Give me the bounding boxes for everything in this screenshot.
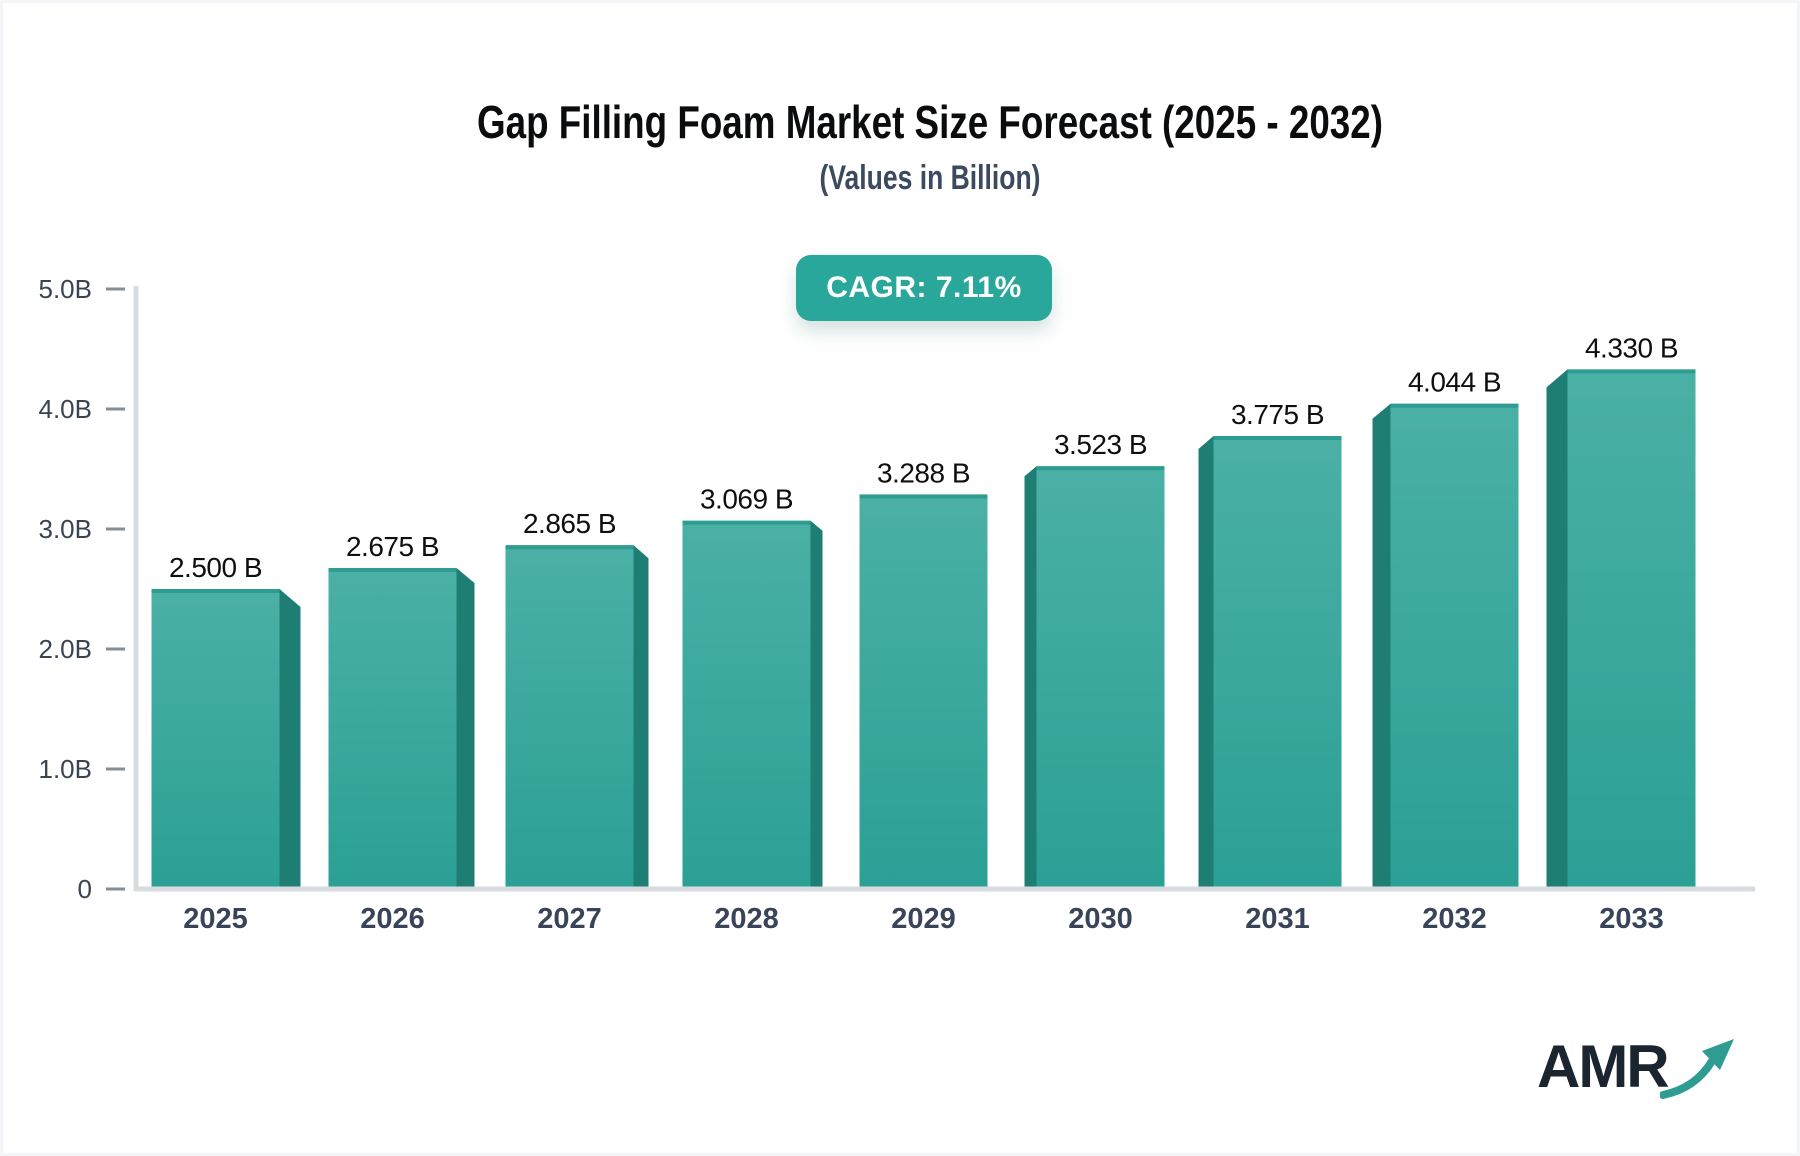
y-tick-label: 2.0B xyxy=(39,634,93,664)
bar-value-label: 4.044 B xyxy=(1408,367,1501,398)
amr-logo: AMR xyxy=(1537,1037,1742,1101)
bar-top-edge xyxy=(328,568,457,572)
bar-group-2031: 3.775 B xyxy=(1198,399,1342,888)
bar-front-face xyxy=(505,545,634,888)
bar-value-label: 3.523 B xyxy=(1054,429,1147,460)
bar-front-face xyxy=(151,589,280,888)
x-tick-label: 2026 xyxy=(360,903,425,935)
x-tick-label: 2033 xyxy=(1599,903,1664,935)
bar-value-label: 3.288 B xyxy=(877,457,970,488)
x-tick-label: 2025 xyxy=(183,903,248,935)
chart-header: Gap Filling Foam Market Size Forecast (2… xyxy=(33,95,1797,198)
bar-front-face xyxy=(1036,466,1165,888)
x-tick-label: 2031 xyxy=(1245,903,1310,935)
bar-value-label: 2.500 B xyxy=(169,552,262,583)
bar-top-edge xyxy=(682,520,811,525)
x-tick-label: 2030 xyxy=(1068,903,1133,935)
bar-top-edge xyxy=(1567,369,1696,374)
bar-front-face xyxy=(328,568,457,888)
bar-value-label: 3.775 B xyxy=(1231,399,1324,430)
bar-group-2033: 4.330 B xyxy=(1546,332,1696,888)
bar-front-face xyxy=(1390,403,1519,888)
cagr-badge-row: CAGR: 7.11% xyxy=(27,255,1797,321)
bar-side-face xyxy=(810,520,823,888)
bar-front-face xyxy=(1567,369,1696,888)
bar-top-edge xyxy=(1213,436,1342,440)
bar-top-edge xyxy=(1390,403,1519,408)
bar-group-2028: 3.069 B xyxy=(682,484,823,888)
bar-front-face xyxy=(859,494,988,888)
bar-top-edge xyxy=(859,494,988,499)
bar-group-2027: 2.865 B xyxy=(505,508,649,888)
bar-top-edge xyxy=(151,589,280,593)
x-tick-label: 2029 xyxy=(891,903,956,935)
bar-group-2032: 4.044 B xyxy=(1372,367,1519,888)
bar-group-2030: 3.523 B xyxy=(1024,429,1165,888)
chart-title: Gap Filling Foam Market Size Forecast (2… xyxy=(476,96,1384,148)
x-tick-label: 2028 xyxy=(714,903,779,935)
bar-side-face xyxy=(1198,436,1214,888)
bar-value-label: 2.675 B xyxy=(346,531,439,562)
logo-growth-arrow-icon xyxy=(1659,1039,1734,1099)
bar-top-edge xyxy=(1036,466,1165,471)
cagr-badge: CAGR: 7.11% xyxy=(796,255,1052,321)
bar-side-face xyxy=(633,545,649,888)
bar-front-face xyxy=(682,520,811,888)
bar-group-2029: 3.288 B xyxy=(859,457,988,888)
bar-front-face xyxy=(1213,436,1342,888)
bar-side-face xyxy=(456,568,475,888)
x-tick-label: 2032 xyxy=(1422,903,1487,935)
bar-side-face xyxy=(279,589,301,888)
bar-top-edge xyxy=(505,545,634,550)
bar-group-2025: 2.500 B xyxy=(151,552,301,888)
bar-value-label: 4.330 B xyxy=(1585,332,1678,363)
bar-value-label: 2.865 B xyxy=(523,508,616,539)
x-tick-label: 2027 xyxy=(537,903,602,935)
y-tick-label: 1.0B xyxy=(39,754,93,784)
bar-value-label: 3.069 B xyxy=(700,484,793,515)
bar-side-face xyxy=(1546,369,1568,888)
bar-side-face xyxy=(1024,466,1037,888)
amr-logo-text: AMR xyxy=(1537,1033,1670,1100)
y-tick-label: 4.0B xyxy=(39,394,93,424)
y-tick-label: 5.0B xyxy=(39,274,93,304)
chart-subtitle: (Values in Billion) xyxy=(819,159,1041,197)
bar-side-face xyxy=(1372,403,1391,888)
y-tick-label: 0 xyxy=(78,874,92,904)
bar-group-2026: 2.675 B xyxy=(328,531,475,888)
bar-chart-svg: 2.500 B 2.675 B 2.865 B 3.069 B 3.288 B 3.523… xyxy=(39,274,1755,935)
y-tick-label: 3.0B xyxy=(39,514,93,544)
